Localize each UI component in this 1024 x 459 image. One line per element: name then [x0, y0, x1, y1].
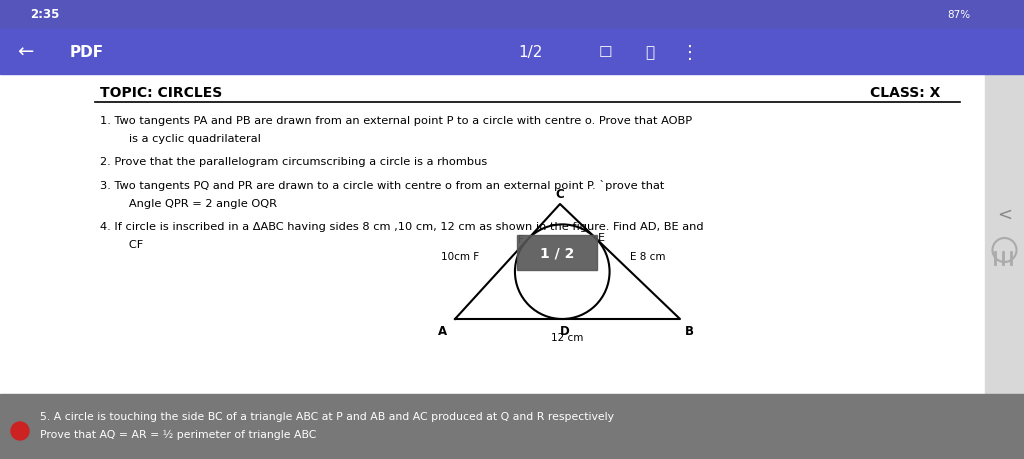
Bar — [0, 0, 1024, 30]
Text: TOPIC: CIRCLES: TOPIC: CIRCLES — [100, 86, 222, 100]
Bar — [985, 75, 1024, 394]
Text: 1. Two tangents PA and PB are drawn from an external point P to a circle with ce: 1. Two tangents PA and PB are drawn from… — [100, 116, 692, 126]
Text: ⎘: ⎘ — [645, 45, 654, 60]
Text: is a cyclic quadrilateral: is a cyclic quadrilateral — [118, 134, 261, 144]
Text: 87%: 87% — [947, 10, 970, 20]
Text: ☐: ☐ — [598, 45, 611, 60]
Text: PDF: PDF — [70, 45, 104, 60]
Bar — [0, 30, 1024, 75]
Text: 4. If circle is inscribed in a ΔABC having sides 8 cm ,10 cm, 12 cm as shown in : 4. If circle is inscribed in a ΔABC havi… — [100, 222, 703, 232]
Text: ⋮: ⋮ — [681, 44, 699, 62]
Text: A: A — [438, 325, 447, 337]
Text: 5. A circle is touching the side BC of a triangle ABC at P and AB and AC produce: 5. A circle is touching the side BC of a… — [40, 411, 614, 421]
Bar — [0, 394, 1024, 459]
Text: 2. Prove that the parallelogram circumscribing a circle is a rhombus: 2. Prove that the parallelogram circumsc… — [100, 157, 487, 167]
Text: D: D — [559, 325, 569, 337]
Text: Angle QPR = 2 angle OQR: Angle QPR = 2 angle OQR — [118, 198, 278, 208]
Text: C: C — [556, 188, 564, 201]
Text: CLASS: X: CLASS: X — [870, 86, 940, 100]
Text: 10cm F: 10cm F — [441, 252, 479, 262]
Text: 12 cm: 12 cm — [551, 332, 584, 342]
Text: F: F — [518, 234, 524, 244]
Text: B: B — [685, 325, 694, 337]
Text: ←: ← — [16, 43, 33, 62]
Circle shape — [11, 422, 29, 440]
Text: E 8 cm: E 8 cm — [630, 252, 666, 262]
Text: 3. Two tangents PQ and PR are drawn to a circle with centre o from an external p: 3. Two tangents PQ and PR are drawn to a… — [100, 180, 665, 191]
Text: 2:35: 2:35 — [30, 8, 59, 22]
Text: 1/2: 1/2 — [518, 45, 542, 60]
Bar — [0, 75, 985, 394]
Text: CF: CF — [118, 240, 143, 250]
Text: Prove that AQ = AR = ½ perimeter of triangle ABC: Prove that AQ = AR = ½ perimeter of tria… — [40, 429, 316, 439]
Text: <: < — [997, 206, 1012, 224]
Text: E: E — [598, 232, 605, 242]
Bar — [517, 235, 597, 270]
Text: 1 / 2: 1 / 2 — [540, 246, 574, 260]
